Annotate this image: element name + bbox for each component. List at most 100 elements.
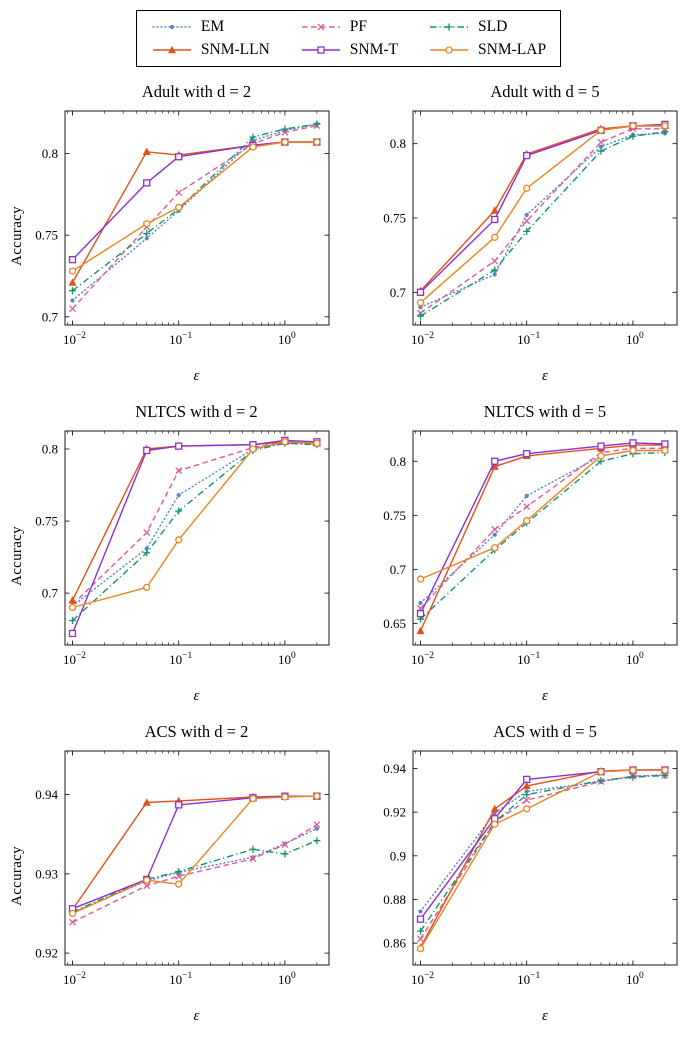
x-tick-label: 100 [278,331,296,347]
subplot-nltcs-d2: NLTCS with d = 2 Accuracy 0.7 0.75 0.8 10−2… [0,399,349,707]
series-pf [68,821,320,926]
y-tick-label: 0.86 [383,936,406,951]
legend-item-pf: PF [300,18,398,36]
plot-nltcs-d5: 0.65 0.7 0.75 0.8 10−2 10−1 100 [383,430,678,667]
y-tick-label: 0.9 [390,848,406,863]
axes: 0.86 0.88 0.9 0.92 0.94 10−2 10−1 100 [383,750,678,987]
series-em [69,826,319,915]
y-tick-label: 0.75 [383,508,406,523]
series-em [418,131,667,310]
y-tick-label: 0.92 [35,946,58,961]
series-snm-lln [416,765,669,951]
series-snm-lln [67,137,321,286]
x-tick-label: 10−1 [169,651,192,667]
x-tick-label: 100 [278,651,296,667]
plot-acs-d5: 0.86 0.88 0.9 0.92 0.94 10−2 10−1 100 [383,750,678,987]
legend-label: SNM-LAP [478,41,547,58]
series-pf [417,125,669,317]
series-snm-lap [416,766,669,953]
x-tick-label: 10−1 [517,651,540,667]
y-tick-label: 0.94 [35,787,58,802]
plot-adult-d2: 0.7 0.75 0.8 10−2 10−1 100 [35,110,329,347]
y-tick-label: 0.8 [41,146,57,161]
chart-grid: Adult with d = 2 Accuracy 0.7 0.75 0.8 10−2… [0,79,697,1027]
legend-label: SNM-LLN [200,41,270,58]
series-snm-lap [416,446,669,583]
x-tick-label: 100 [626,331,644,347]
series-snm-t [68,138,321,264]
circle-open-legend-sample-icon [430,46,469,54]
y-axis-label: Accuracy [8,846,25,906]
series-pf [68,122,320,313]
subplot-acs-d2: ACS with d = 2 Accuracy 0.92 0.93 0.94 10−2… [0,719,349,1027]
series-snm-lap [68,792,321,918]
x-tick-label: 10−1 [517,331,540,347]
x-tick-label: 100 [626,651,644,667]
x-axis-label: ε [193,1008,200,1024]
y-tick-label: 0.75 [35,228,58,243]
x-tick-label: 10−2 [411,331,434,347]
y-tick-label: 0.7 [41,586,58,601]
series-sld [416,128,669,320]
y-tick-label: 0.8 [41,442,57,457]
legend-item-sld: SLD [428,18,546,36]
series-pf [417,444,669,612]
subplot-adult-d5: Adult with d = 5 0.7 0.75 0.8 10−2 10−1 100 ε [349,79,697,387]
y-tick-label: 0.75 [35,514,58,529]
legend-label: PF [349,18,368,35]
series-pf [417,771,669,943]
y-tick-label: 0.7 [390,285,407,300]
y-tick-label: 0.75 [383,211,406,226]
legend-item-snm-lln: SNM-LLN [151,41,270,59]
y-tick-label: 0.7 [41,309,58,324]
figure-page: EM PF SLD SNM-LLN SNM-T SNM-LAP Adult with d … [0,10,697,1027]
series-em [418,448,667,605]
series-snm-lap [68,138,321,275]
series-snm-t [416,766,669,923]
plus-legend-sample-icon [430,23,469,31]
series-snm-t [416,120,669,296]
series-sld [416,771,669,935]
dot-filled-legend-sample-icon [152,24,192,30]
y-tick-label: 0.94 [383,761,406,776]
x-tick-label: 10−2 [62,651,85,667]
series-sld [416,449,669,623]
series-snm-t [68,792,321,913]
legend-item-snm-t: SNM-T [300,41,398,59]
series-snm-lln [416,121,669,295]
y-tick-label: 0.92 [383,805,406,820]
x-tick-label: 100 [278,971,296,987]
axes: 0.92 0.93 0.94 10−2 10−1 100 [35,750,329,987]
legend-label: SNM-T [349,41,399,58]
series-snm-lln [416,440,669,635]
chart-title-acs-d5: ACS with d = 5 [493,722,597,741]
y-tick-label: 0.7 [390,562,407,577]
triangle-filled-legend-sample-icon [152,45,191,54]
plot-adult-d5: 0.7 0.75 0.8 10−2 10−1 100 [383,110,678,347]
axes: 0.7 0.75 0.8 10−2 10−1 100 [35,430,329,667]
series-sld [68,837,320,916]
series-em [69,121,319,303]
x-tick-label: 10−1 [169,331,192,347]
series-sld [68,120,320,295]
y-tick-label: 0.65 [383,616,406,631]
y-tick-label: 0.8 [390,136,406,151]
x-tick-label: 10−2 [411,651,434,667]
subplot-acs-d5: ACS with d = 5 0.86 0.88 0.9 0.92 0.94 10−2 10… [349,719,697,1027]
legend-item-snm-lap: SNM-LAP [428,41,546,59]
x-tick-label: 10−1 [517,971,540,987]
x-tick-label: 10−2 [62,331,85,347]
x-axis-label: ε [193,368,200,384]
series-em [418,772,667,914]
chart-title-nltcs-d2: NLTCS with d = 2 [135,402,258,421]
legend-item-em: EM [151,18,270,36]
y-axis-label: Accuracy [8,206,25,266]
y-tick-label: 0.88 [383,892,406,907]
series-snm-t [68,436,321,638]
chart-title-adult-d5: Adult with d = 5 [490,82,600,101]
x-axis-label: ε [542,368,548,384]
series-snm-lap [68,438,321,612]
subplot-adult-d2: Adult with d = 2 Accuracy 0.7 0.75 0.8 10−2… [0,79,349,387]
chart-title-nltcs-d5: NLTCS with d = 5 [483,402,607,421]
x-tick-label: 10−1 [169,971,192,987]
